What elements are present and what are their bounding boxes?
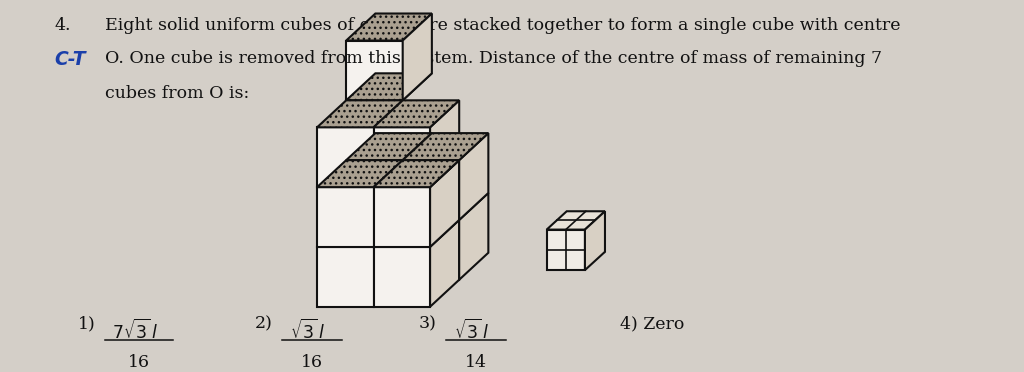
Polygon shape [402,220,459,280]
Text: $\sqrt{3}\,l$: $\sqrt{3}\,l$ [290,319,325,343]
Polygon shape [346,13,432,41]
Polygon shape [374,100,459,127]
Polygon shape [317,187,374,247]
Polygon shape [346,73,432,100]
Polygon shape [317,160,402,187]
Text: 1): 1) [78,315,95,333]
Text: 16: 16 [128,354,150,371]
Polygon shape [374,187,430,247]
Polygon shape [346,160,402,220]
Text: 4.: 4. [54,17,71,34]
Polygon shape [547,211,605,230]
Polygon shape [402,13,432,100]
Text: 3): 3) [419,315,437,333]
Polygon shape [402,133,488,160]
Polygon shape [317,127,374,187]
Text: 16: 16 [301,354,323,371]
Text: $\sqrt{3}\,l$: $\sqrt{3}\,l$ [454,319,488,343]
Polygon shape [374,247,430,307]
Polygon shape [585,211,605,270]
Polygon shape [346,41,402,100]
Polygon shape [346,100,402,160]
Polygon shape [317,247,374,307]
Polygon shape [317,100,402,127]
Polygon shape [459,193,488,280]
Polygon shape [459,133,488,220]
Polygon shape [430,100,459,187]
Text: 4) Zero: 4) Zero [620,315,684,333]
Polygon shape [430,220,459,307]
Text: C-T: C-T [54,50,86,69]
Text: cubes from O is:: cubes from O is: [104,85,249,102]
Polygon shape [346,133,432,160]
Text: 14: 14 [465,354,486,371]
Polygon shape [402,160,459,220]
Polygon shape [430,160,459,247]
Polygon shape [374,127,430,187]
Text: 2): 2) [255,315,273,333]
Text: Eight solid uniform cubes of edge l are stacked together to form a single cube w: Eight solid uniform cubes of edge l are … [104,17,900,34]
Polygon shape [346,220,402,280]
Polygon shape [547,230,585,270]
Text: $7\sqrt{3}\,l$: $7\sqrt{3}\,l$ [112,319,159,343]
Polygon shape [374,160,459,187]
Text: O. One cube is removed from this system. Distance of the centre of mass of remai: O. One cube is removed from this system.… [104,50,882,67]
